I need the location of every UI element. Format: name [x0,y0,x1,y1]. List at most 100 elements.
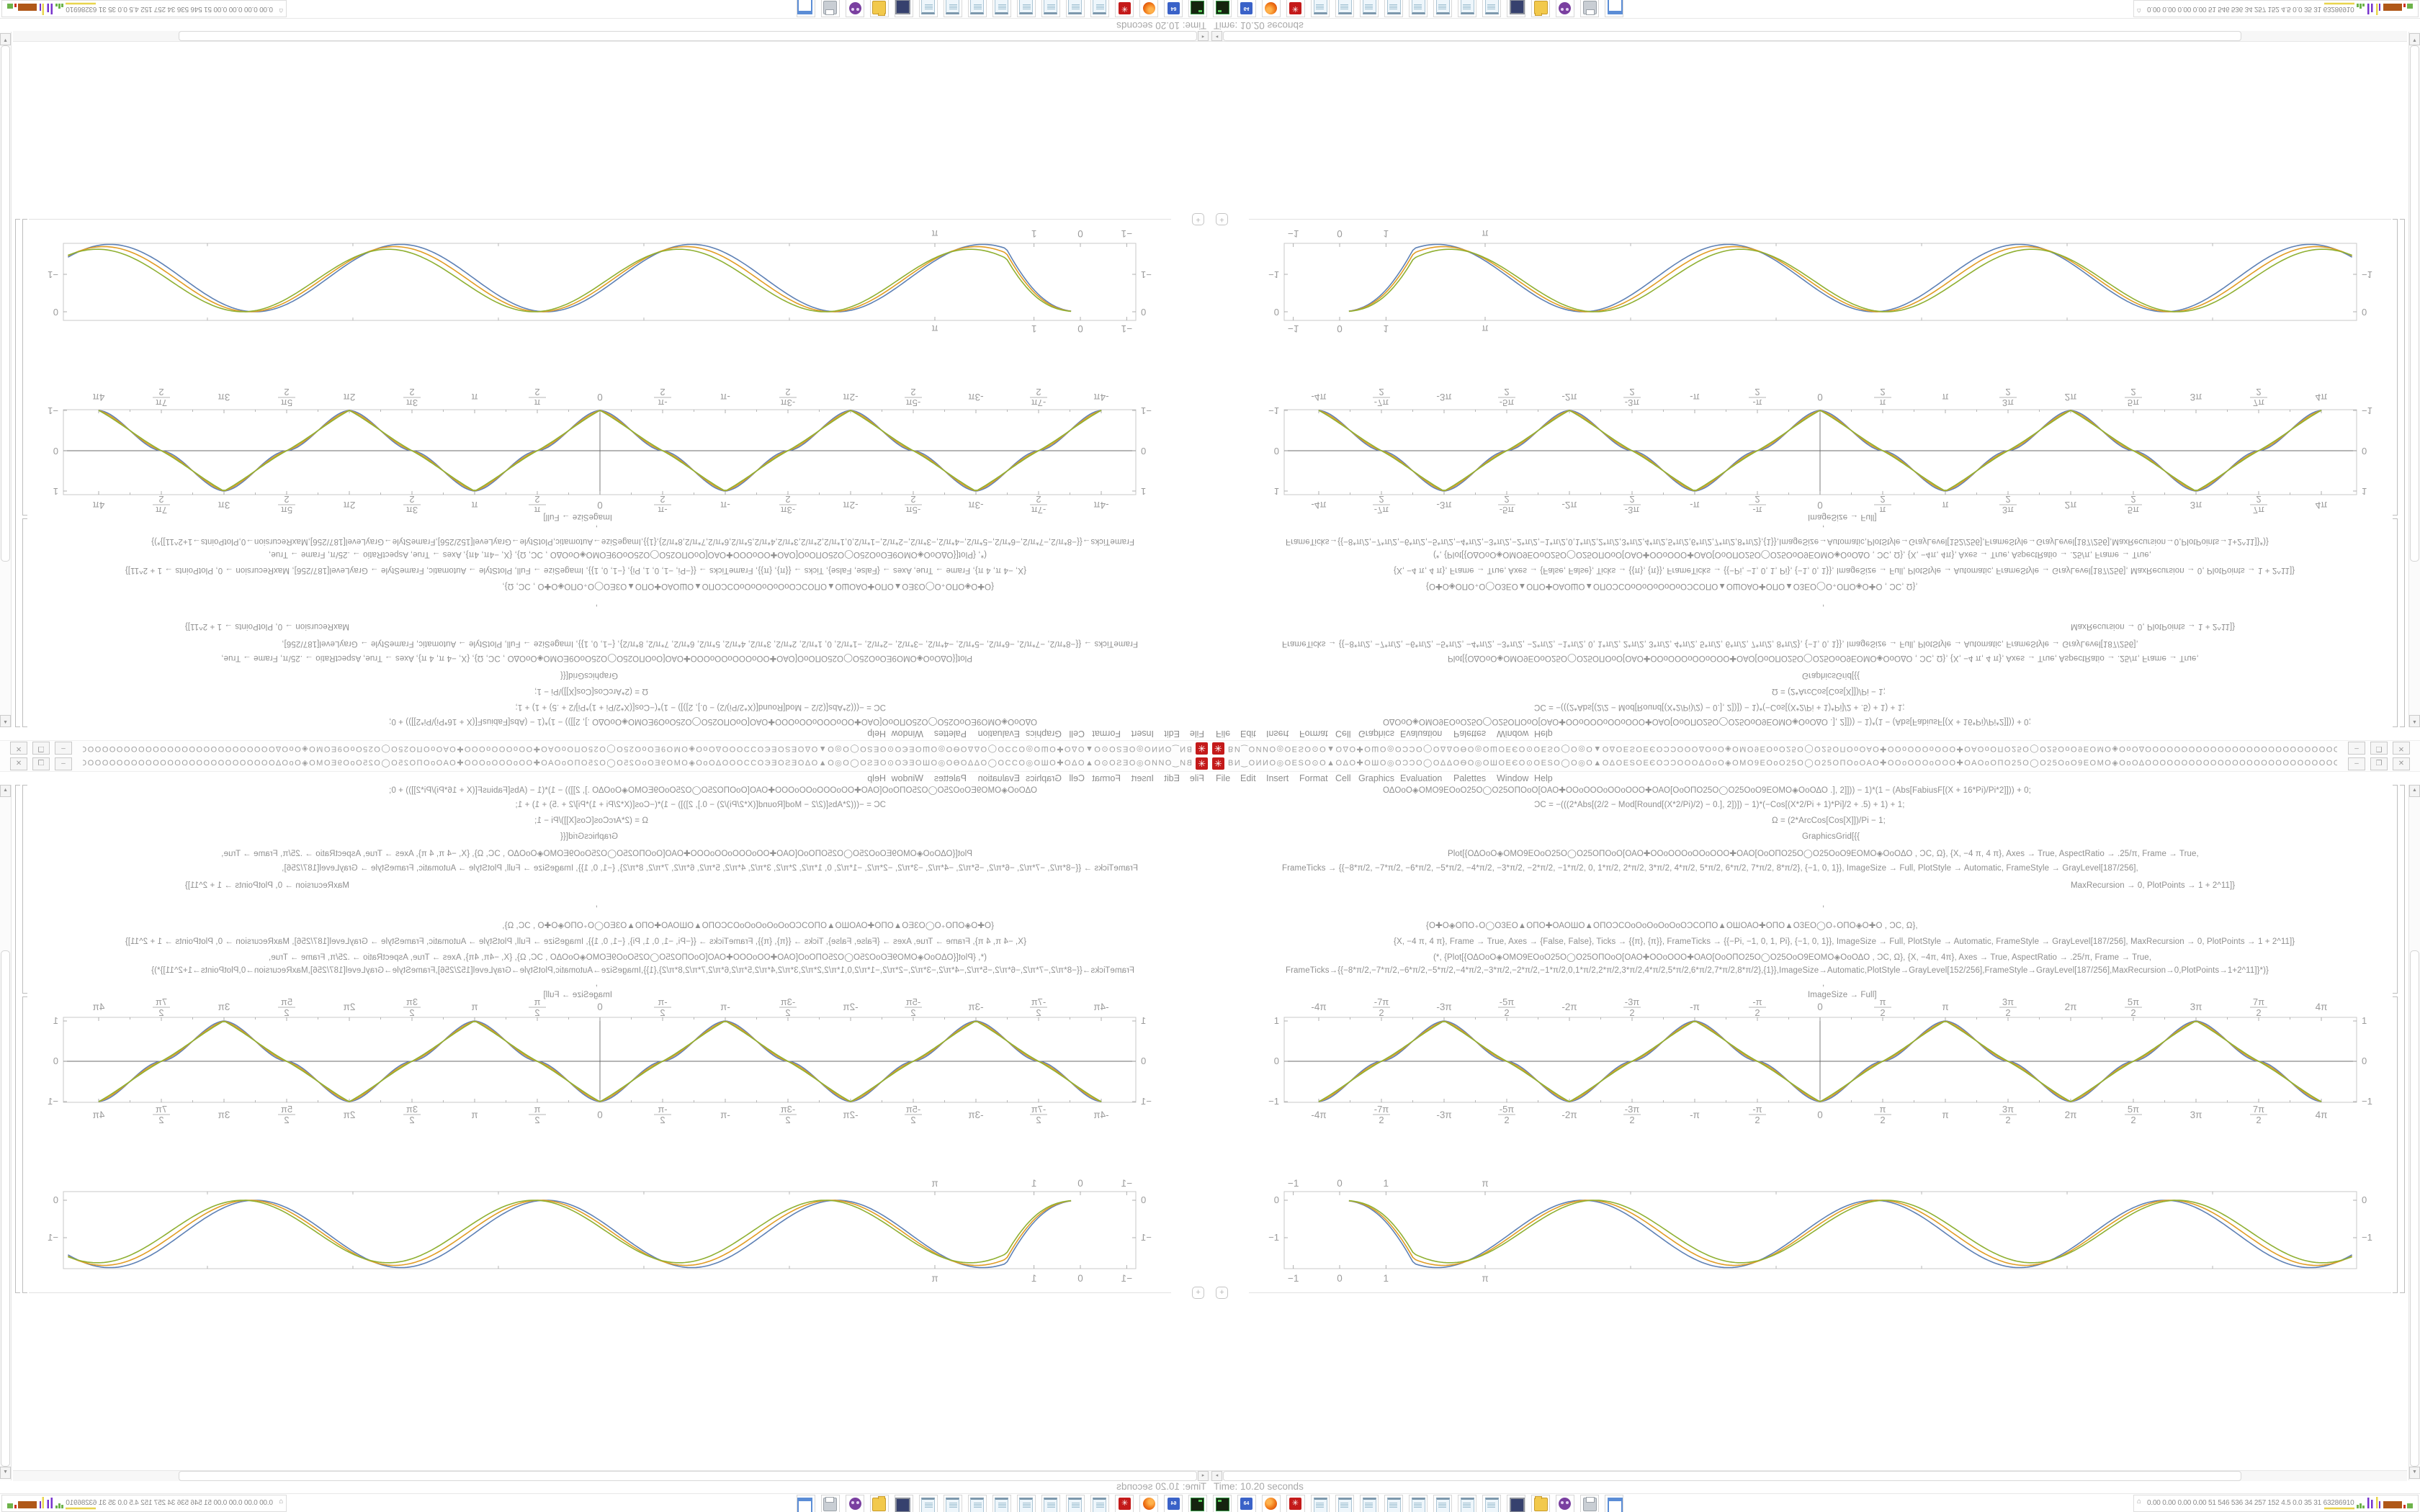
taskbar-icon-notepad-11[interactable] [1482,1495,1501,1512]
menu-evaluation[interactable]: Evaluation [1400,729,1443,739]
code-line-7[interactable]: , [1822,900,1825,909]
code-line-3[interactable]: GraphicsGrid[{{ [1802,832,1860,841]
vertical-scroll-thumb[interactable] [2410,950,2419,1467]
taskbar-icon-notepad-8[interactable] [1409,0,1428,17]
menu-graphics[interactable]: Graphics [1025,729,1062,739]
horizontal-scrollbar[interactable]: ◂ [13,31,1210,42]
code-line-7[interactable]: , [1822,603,1825,612]
taskbar-icon-notepad-6[interactable] [1041,0,1060,17]
close-button[interactable]: ✕ [2393,742,2410,755]
code-line-5[interactable]: FrameTicks → {{−8*π/2, −7*π/2, −6*π/2, −… [1282,864,2138,873]
window-titlebar[interactable]: ✳ ВИ‿ОИИО◎ОЕЅО⊙О▲ОΔО✚ОШО◎ОƆƆО◯ОΔΔОѲО◎ОШО… [0,756,1210,772]
taskbar-icon-notepad-4[interactable] [1090,1495,1109,1512]
horizontal-scroll-thumb[interactable] [179,1471,1197,1481]
code-line-8[interactable]: {Ο✚Ο◈ΟΠΟ₊Ο◯Ο3ΕΟ▲ΟΠΟ✚ΟΑΟШΟ▲ΟΠΟƆϹΟοΟοΟοΟοΟ… [502,582,994,590]
cell-insertion-line[interactable] [29,219,1171,220]
menu-graphics[interactable]: Graphics [1025,773,1062,783]
cell-bracket-code[interactable] [2393,518,2398,727]
taskbar-icon-folder[interactable] [870,1495,889,1512]
code-line-10[interactable]: (*, {Plot[{ΟΔΟοΟ◈ΟΜΟ9ΕΟοΟ25Ο◯Ο25ΟΠΟοΟ[ΟΑ… [1433,953,2152,962]
menu-evaluation[interactable]: Evaluation [977,729,1020,739]
menu-format[interactable]: Format [1299,773,1328,783]
menu-cell[interactable]: Cell [1335,729,1351,739]
horizontal-scrollbar[interactable]: ◂ [13,1470,1210,1481]
taskbar-icon-firefox[interactable] [1262,0,1281,17]
vertical-scrollbar[interactable]: ▲ ▼ [2408,32,2420,727]
horizontal-scroll-thumb[interactable] [1223,31,2241,41]
code-line-10[interactable]: (*, {Plot[{ΟΔΟοΟ◈ΟΜΟ9ΕΟοΟ25Ο◯Ο25ΟΠΟοΟ[ΟΑ… [1433,550,2152,559]
close-button[interactable]: ✕ [10,742,27,755]
taskbar-icon-owl[interactable] [846,1495,864,1512]
minimize-button[interactable]: – [55,742,72,755]
taskbar-icon-window[interactable] [1605,0,1623,17]
minimize-button[interactable]: – [2348,757,2365,770]
code-line-0[interactable]: ΟΔΟοΟ◈ΟΜΟ9ΕΟοΟ25Ο◯Ο25ΟΠΟοΟ[ΟΑΟ✚ΟΟοΟΟΟοΟΟ… [389,786,1037,795]
vertical-scrollbar[interactable]: ▲ ▼ [2408,785,2420,1480]
menu-file[interactable]: File [1216,729,1231,739]
vertical-scrollbar[interactable]: ▲ ▼ [0,32,12,727]
code-line-2[interactable]: Ω = (2*ArcCos[Cos[X]])/Pi − 1; [534,816,648,825]
taskbar-icon-notepad-7[interactable] [1384,0,1403,17]
code-line-7[interactable]: , [595,603,598,612]
taskbar-icon-folder[interactable] [1531,0,1550,17]
code-line-2[interactable]: Ω = (2*ArcCos[Cos[X]])/Pi − 1; [1772,687,1886,696]
taskbar-icon-notepad-11[interactable] [1482,0,1501,17]
horizontal-scrollbar[interactable]: ◂ [1210,31,2407,42]
scroll-up-button[interactable]: ▲ [0,715,11,727]
taskbar-icon-notepad-9[interactable] [1433,1495,1452,1512]
code-line-9[interactable]: {X, −4 π, 4 π}, Frame → True, Axes → {Fa… [1394,566,2295,575]
code-line-8[interactable]: {Ο✚Ο◈ΟΠΟ₊Ο◯Ο3ΕΟ▲ΟΠΟ✚ΟΑΟШΟ▲ΟΠΟƆϹΟοΟοΟοΟοΟ… [1426,582,1918,590]
taskbar-icon-notepad-11[interactable] [919,1495,938,1512]
scroll-left-button[interactable]: ◂ [1211,31,1222,41]
notebook-area[interactable]: ΟΔΟοΟ◈ΟΜΟ9ΕΟοΟ25Ο◯Ο25ΟΠΟοΟ[ΟΑΟ✚ΟΟοΟΟΟοΟΟ… [12,43,1210,727]
vertical-scroll-thumb[interactable] [1,45,10,562]
menu-help[interactable]: Help [867,729,886,739]
code-line-1[interactable]: ƆC = −(((2*Abs[(2/2 − Mod[Round[(X*2/Pi)… [515,801,886,809]
taskbar-icon-mathematica[interactable]: ✳ [1115,1495,1134,1512]
menu-help[interactable]: Help [1534,773,1553,783]
cell-bracket-group[interactable] [2400,785,2405,1293]
cell-bracket-code[interactable] [22,785,27,994]
code-line-6[interactable]: MaxRecursion → 0, PlotPoints → 1 + 2^11]… [2071,622,2236,631]
code-line-6[interactable]: MaxRecursion → 0, PlotPoints → 1 + 2^11]… [2071,881,2236,890]
menu-format[interactable]: Format [1092,773,1121,783]
taskbar-icon-printer[interactable] [821,1495,840,1512]
restore-button[interactable]: ❐ [32,742,50,755]
cell-insertion-line[interactable] [29,1292,1171,1293]
taskbar-icon-window[interactable] [797,1495,815,1512]
cell-bracket-output[interactable] [2393,219,2398,516]
taskbar-icon-owl[interactable] [846,0,864,17]
taskbar-icon-folder[interactable] [1531,1495,1550,1512]
horizontal-scroll-thumb[interactable] [179,31,1197,41]
taskbar-icon-notepad-4[interactable] [1090,0,1109,17]
vertical-scroll-thumb[interactable] [2410,45,2419,562]
code-line-11[interactable]: FrameTicks→{{−8*π/2,−7*π/2,−6*π/2,−5*π/2… [151,537,1134,546]
code-line-9[interactable]: {X, −4 π, 4 π}, Frame → True, Axes → {Fa… [125,937,1026,946]
scroll-up-button[interactable]: ▲ [2409,715,2420,727]
code-line-1[interactable]: ƆC = −(((2*Abs[(2/2 − Mod[Round[(X*2/Pi)… [1534,801,1905,809]
scroll-up-button[interactable]: ▲ [2409,785,2420,797]
menu-evaluation[interactable]: Evaluation [977,773,1020,783]
taskbar-icon-window[interactable] [1605,1495,1623,1512]
taskbar-icon-notepad-10[interactable] [1458,1495,1476,1512]
taskbar-icon-printer[interactable] [1580,0,1599,17]
taskbar-icon-notepad-9[interactable] [1433,0,1452,17]
scroll-down-button[interactable]: ▼ [0,33,11,45]
taskbar-icon-notepad-9[interactable] [968,0,987,17]
menu-insert[interactable]: Insert [1266,773,1289,783]
code-line-12[interactable]: , [595,979,598,988]
menu-window[interactable]: Window [891,729,923,739]
code-line-8[interactable]: {Ο✚Ο◈ΟΠΟ₊Ο◯Ο3ΕΟ▲ΟΠΟ✚ΟΑΟШΟ▲ΟΠΟƆϹΟοΟοΟοΟοΟ… [502,922,994,930]
taskbar-icon-printer[interactable] [1580,1495,1599,1512]
code-line-0[interactable]: ΟΔΟοΟ◈ΟΜΟ9ΕΟοΟ25Ο◯Ο25ΟΠΟοΟ[ΟΑΟ✚ΟΟοΟΟΟοΟΟ… [1383,786,2031,795]
menu-palettes[interactable]: Palettes [933,729,967,739]
code-line-1[interactable]: ƆC = −(((2*Abs[(2/2 − Mod[Round[(X*2/Pi)… [1534,703,1905,711]
menu-file[interactable]: File [1189,729,1204,739]
code-line-11[interactable]: FrameTicks→{{−8*π/2,−7*π/2,−6*π/2,−5*π/2… [1286,966,2269,975]
cell-bracket-group[interactable] [15,785,20,1293]
code-line-6[interactable]: MaxRecursion → 0, PlotPoints → 1 + 2^11]… [184,881,349,890]
taskbar-icon-notepad-4[interactable] [1311,1495,1330,1512]
taskbar-icon-notepad-6[interactable] [1360,0,1379,17]
code-line-13[interactable]: ImageSize → Full] [1808,991,1877,999]
taskbar-icon-firefox[interactable] [1139,1495,1158,1512]
